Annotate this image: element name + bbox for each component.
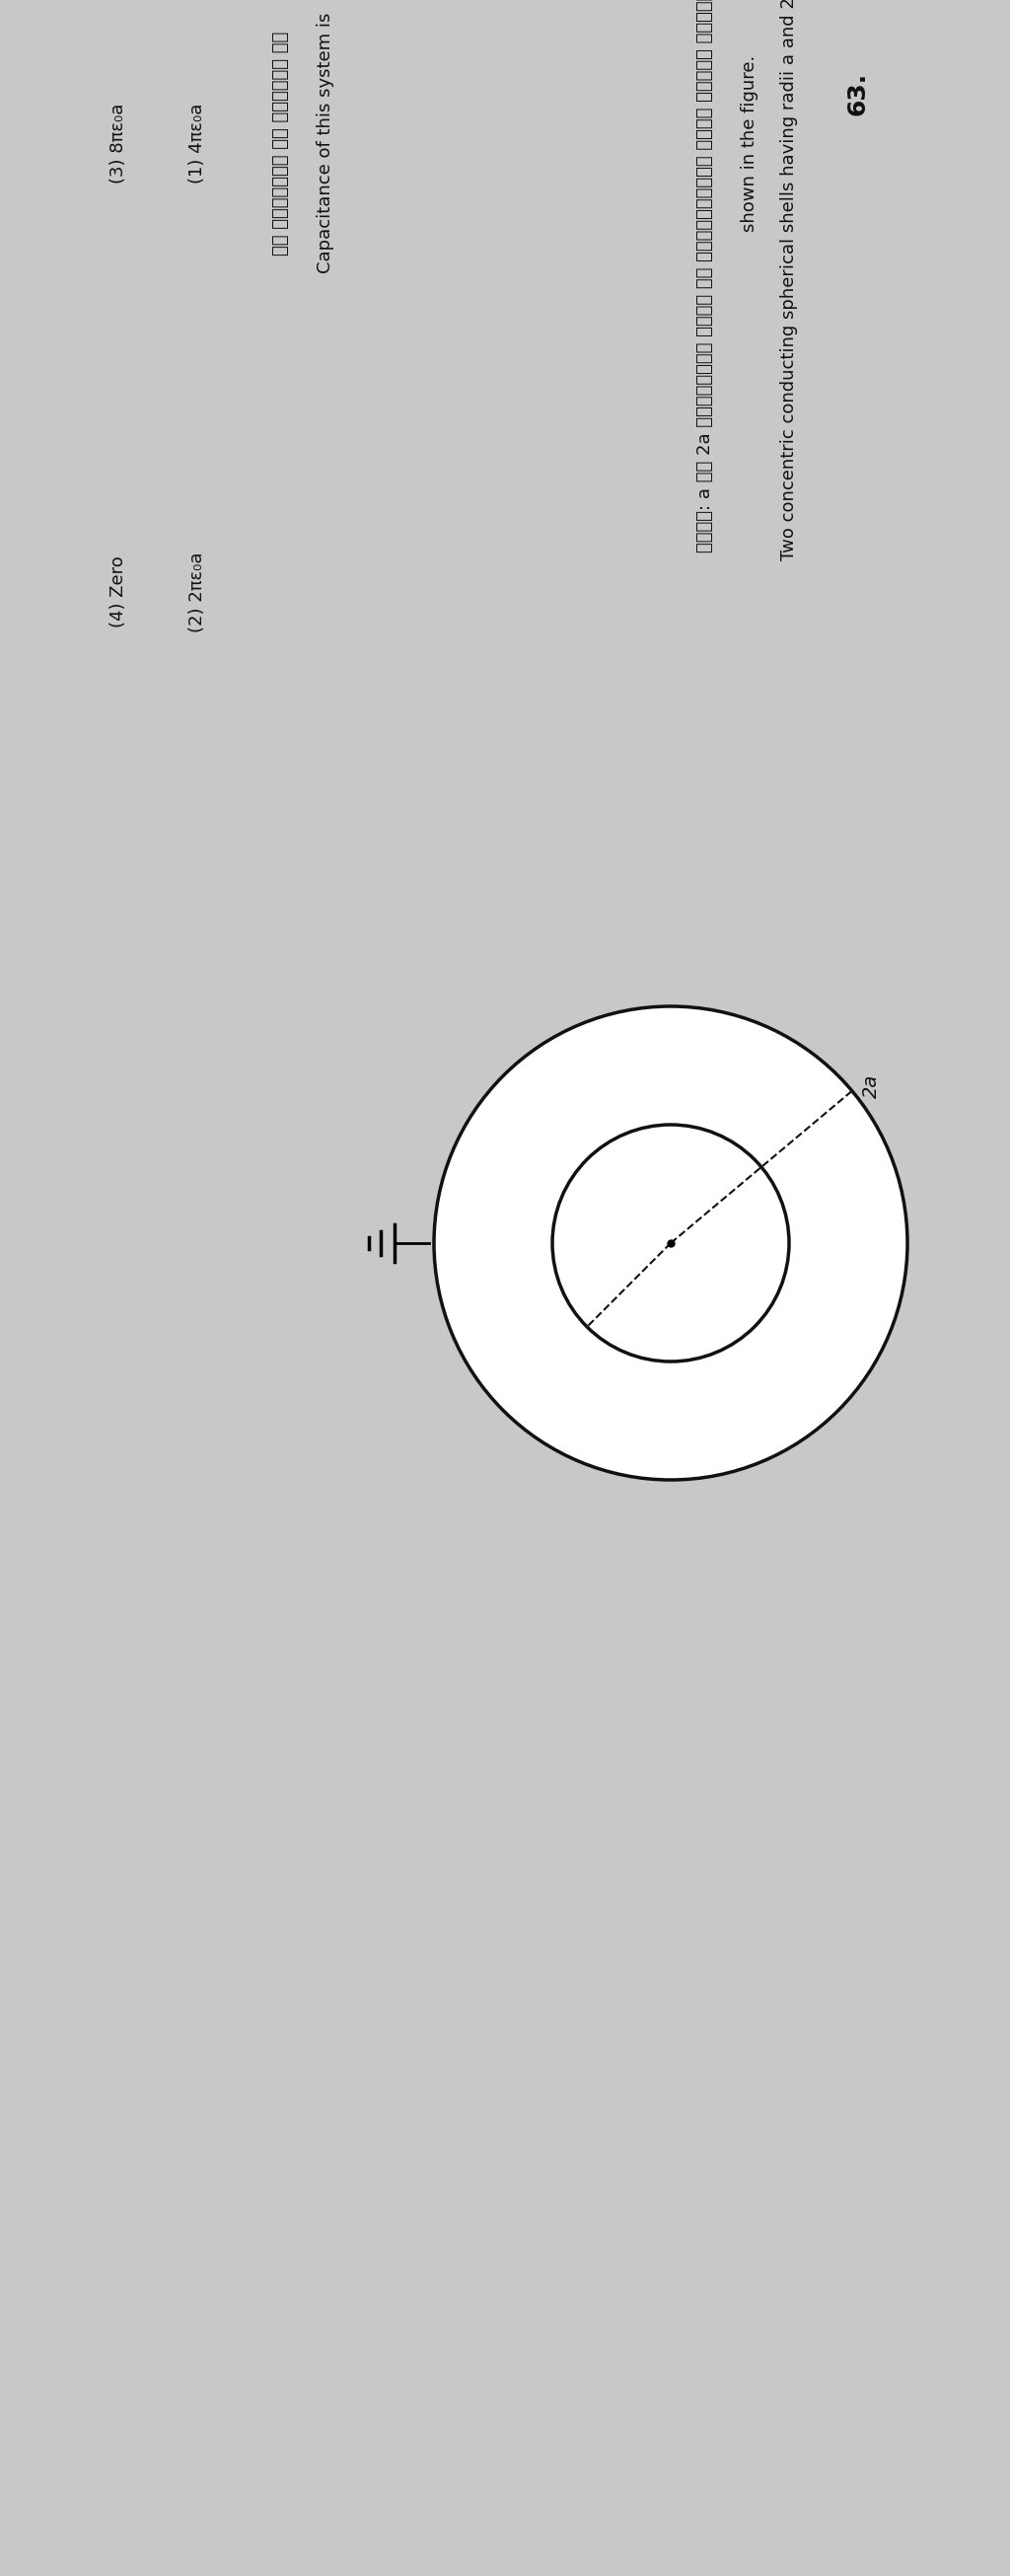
Text: आरेख: a और 2a त्रिज्या वाले दो संकेंद्रीय चालक गोलीय कोशों को आरेख में दिखाया गय: आरेख: a और 2a त्रिज्या वाले दो संकेंद्री… (696, 0, 714, 554)
Circle shape (434, 1007, 907, 1479)
Text: 2a: 2a (863, 1074, 881, 1097)
Text: इस प्रणाली की धारिता है: इस प्रणाली की धारिता है (273, 31, 290, 255)
Text: (2) 2πε₀a: (2) 2πε₀a (189, 551, 206, 631)
Text: (1) 4πε₀a: (1) 4πε₀a (189, 103, 206, 183)
Text: 63.: 63. (846, 72, 870, 116)
Text: (3) 8πε₀a: (3) 8πε₀a (109, 103, 127, 183)
Text: Capacitance of this system is: Capacitance of this system is (316, 13, 334, 273)
Text: Two concentric conducting spherical shells having radii a and 2a respectively ar: Two concentric conducting spherical shel… (780, 0, 798, 562)
Text: (4) Zero: (4) Zero (109, 556, 127, 629)
Text: shown in the figure.: shown in the figure. (740, 54, 759, 232)
Circle shape (552, 1126, 789, 1363)
Text: a: a (563, 1332, 582, 1342)
